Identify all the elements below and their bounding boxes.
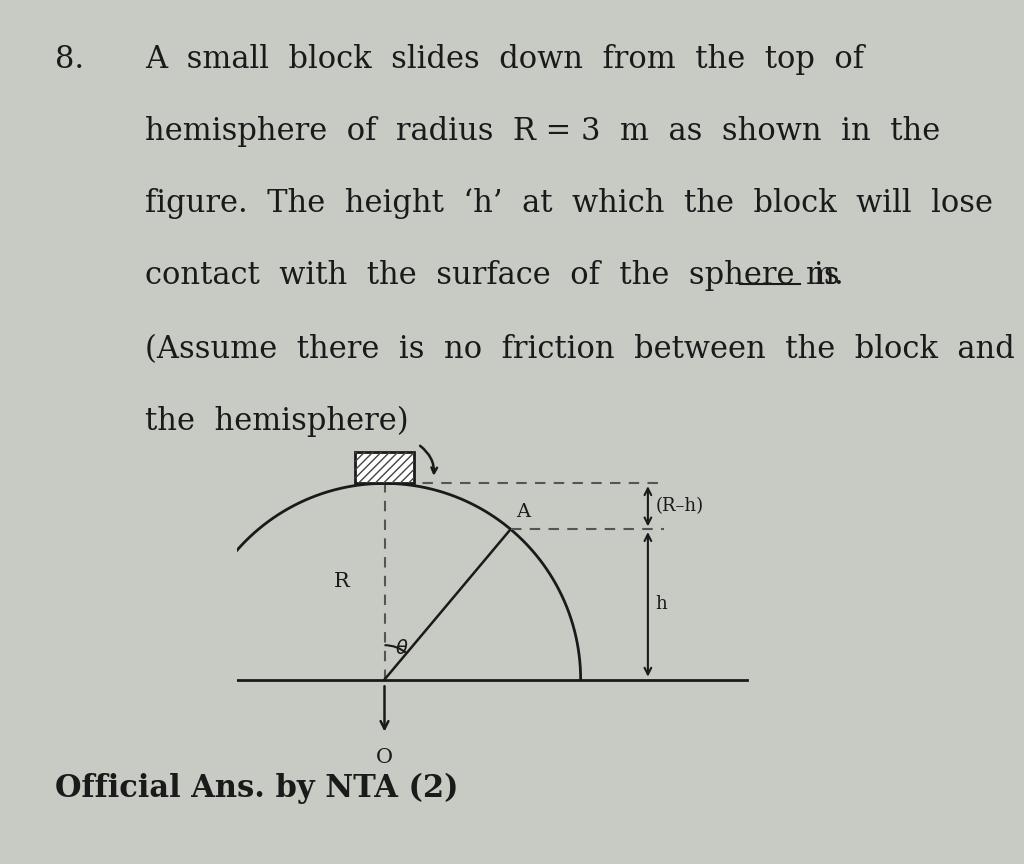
Text: Official Ans. by NTA (2): Official Ans. by NTA (2) [55, 772, 459, 804]
Text: figure.  The  height  ‘h’  at  which  the  block  will  lose: figure. The height ‘h’ at which the bloc… [145, 188, 993, 219]
Text: contact  with  the  surface  of  the  sphere  is: contact with the surface of the sphere i… [145, 260, 840, 291]
Bar [355, 452, 414, 483]
Text: (Assume  there  is  no  friction  between  the  block  and: (Assume there is no friction between the… [145, 334, 1015, 365]
Text: A: A [516, 504, 530, 521]
Text: R: R [334, 572, 349, 591]
Text: $\theta$: $\theta$ [395, 639, 409, 658]
Text: A  small  block  slides  down  from  the  top  of: A small block slides down from the top o… [145, 44, 864, 75]
Text: the  hemisphere): the hemisphere) [145, 406, 409, 437]
Text: (R–h): (R–h) [655, 498, 703, 515]
Text: m.: m. [806, 260, 845, 291]
Text: hemisphere  of  radius  R = 3  m  as  shown  in  the: hemisphere of radius R = 3 m as shown in… [145, 116, 940, 147]
Text: O: O [376, 748, 393, 767]
Bar [355, 452, 414, 483]
Text: h: h [655, 595, 668, 613]
Text: 8.: 8. [55, 44, 84, 75]
